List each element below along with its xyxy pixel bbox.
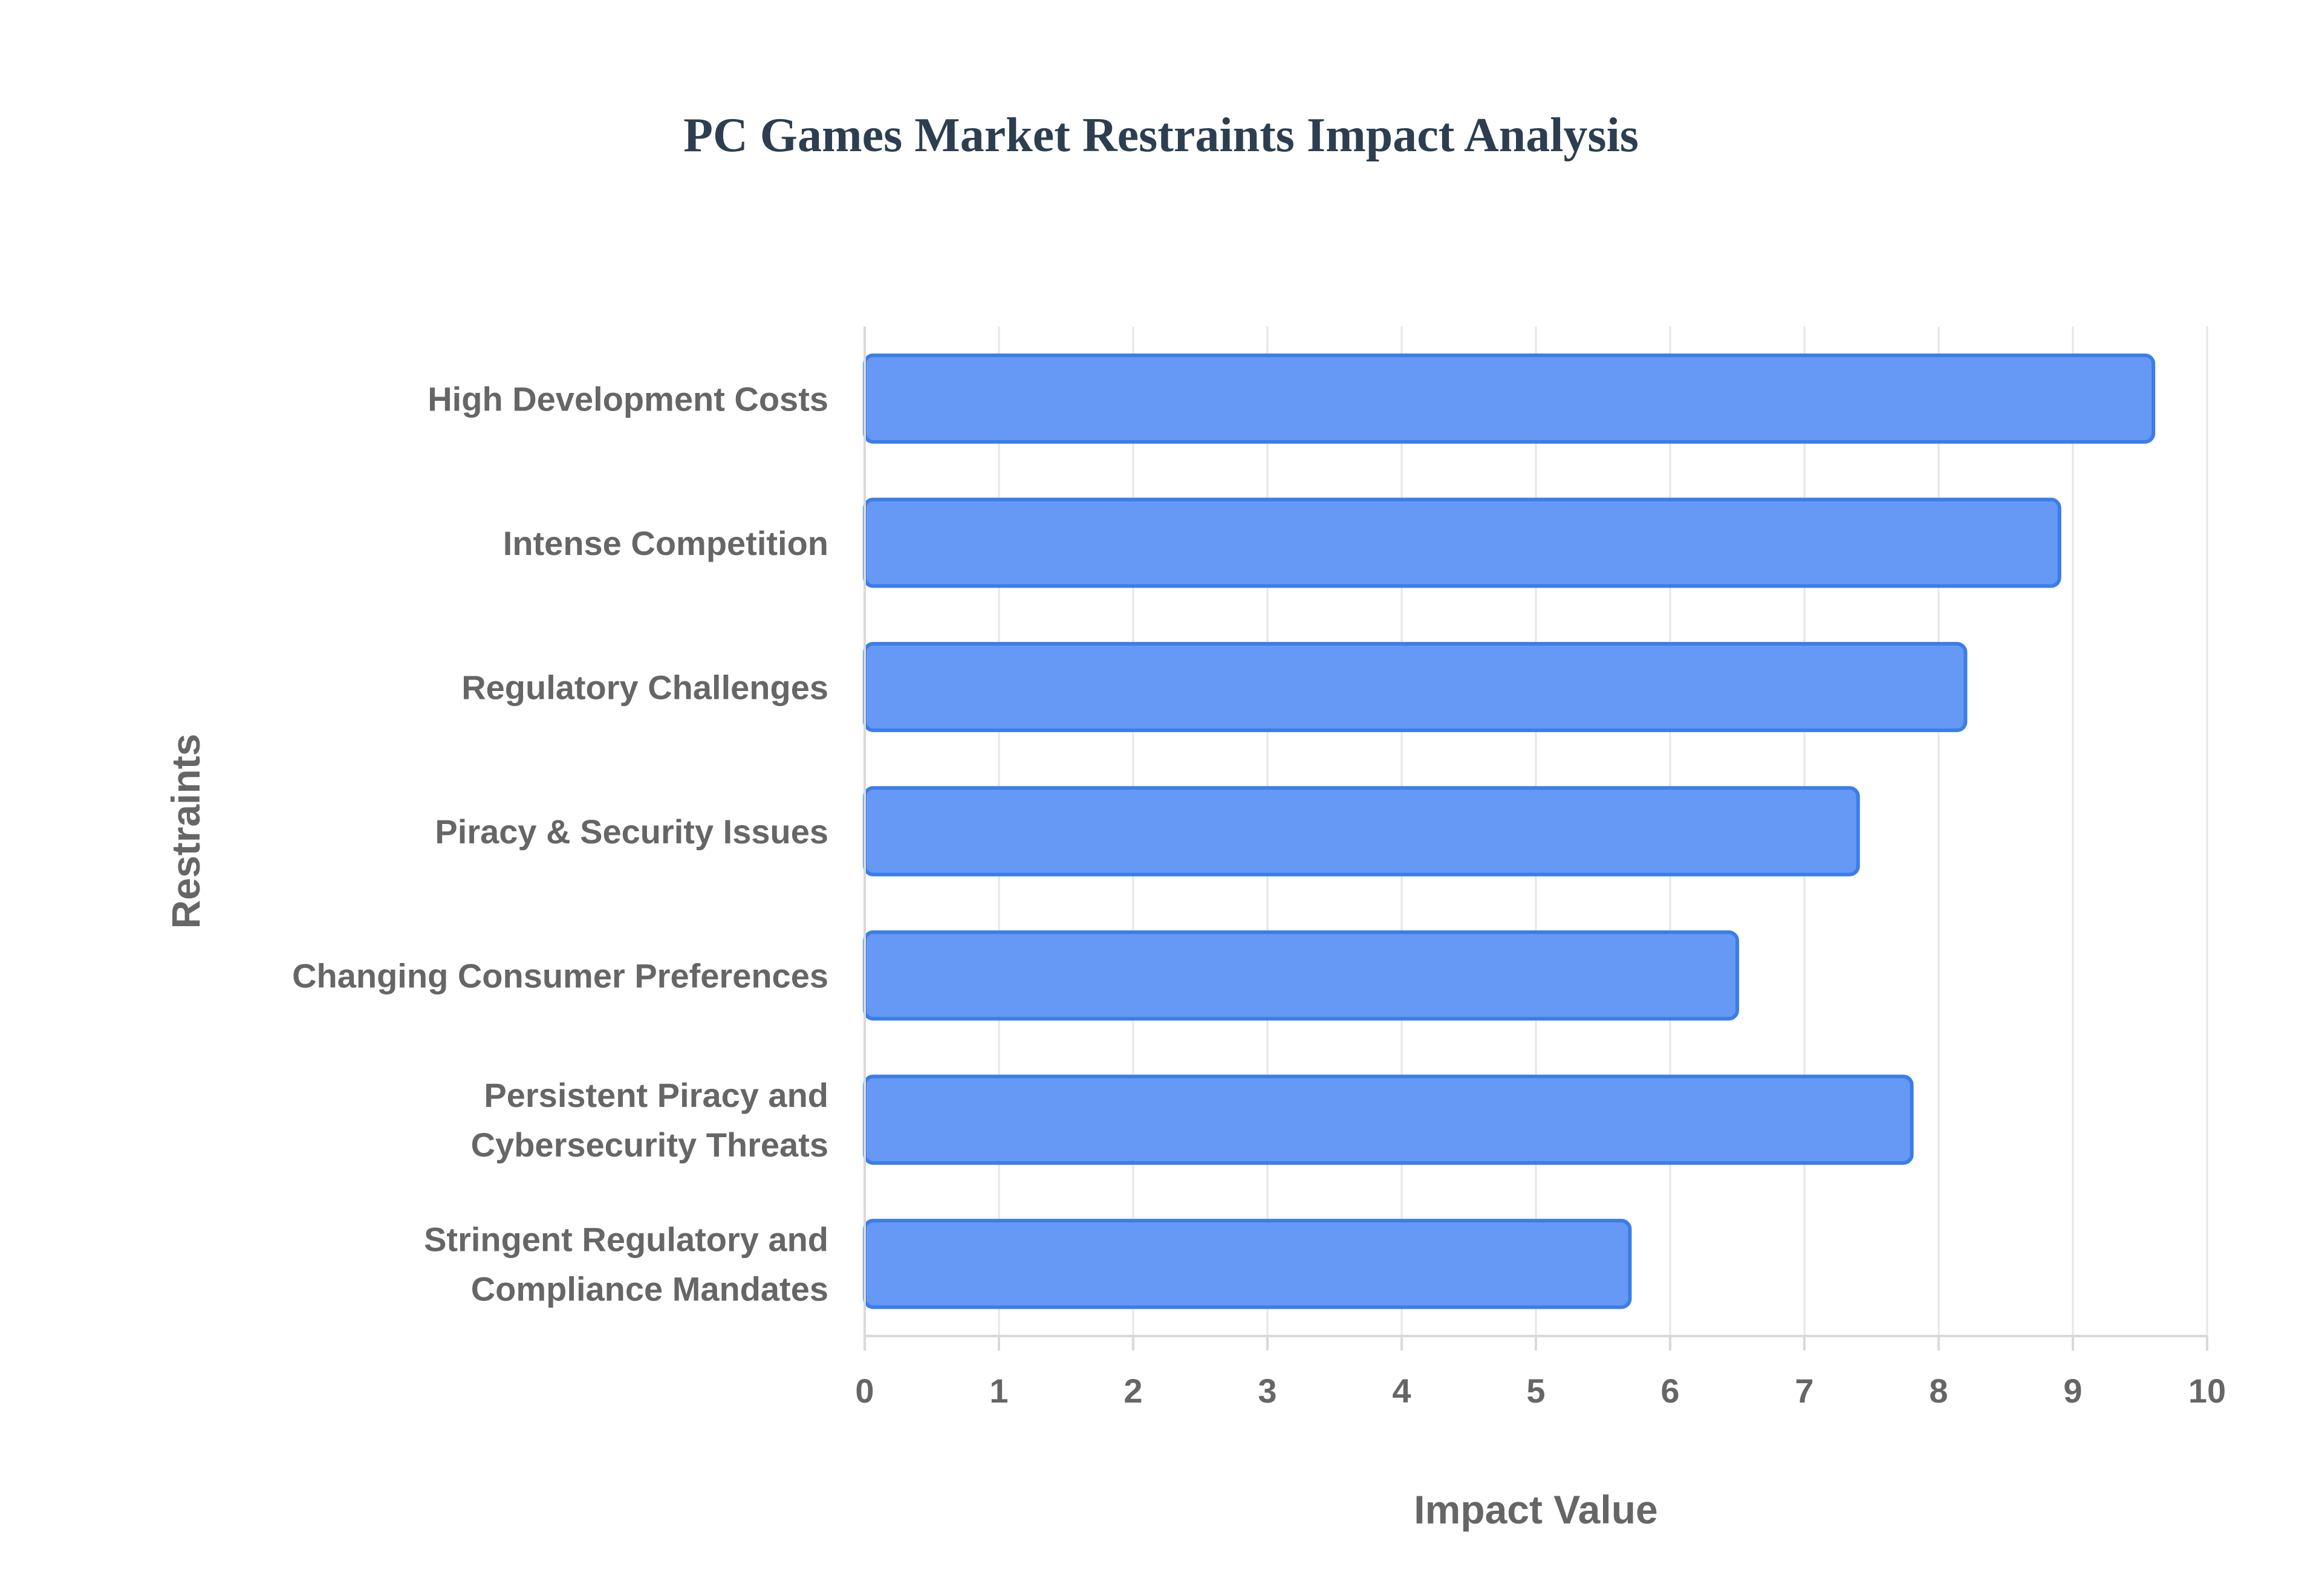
x-tick-label: 2 bbox=[1124, 1372, 1142, 1410]
category-label: Stringent Regulatory and bbox=[424, 1221, 828, 1259]
bar-6 bbox=[863, 1219, 1632, 1309]
x-tick-label: 1 bbox=[989, 1372, 1008, 1410]
chart-title: PC Games Market Restraints Impact Analys… bbox=[683, 109, 1639, 162]
x-tick-label: 7 bbox=[1795, 1372, 1813, 1410]
y-axis-categories: High Development Costs Intense Competitio… bbox=[292, 380, 828, 1308]
category-label: Regulatory Challenges bbox=[461, 668, 828, 706]
bar-0 bbox=[863, 353, 2156, 444]
category-label: Piracy & Security Issues bbox=[435, 813, 828, 851]
category-label: Intense Competition bbox=[503, 524, 828, 562]
bar-2 bbox=[863, 641, 1968, 733]
bar-3 bbox=[863, 786, 1860, 877]
x-tick-label: 5 bbox=[1526, 1372, 1545, 1410]
category-label: Compliance Mandates bbox=[471, 1270, 828, 1308]
category-label: High Development Costs bbox=[428, 380, 828, 418]
x-axis-ticks: 0 1 2 3 4 5 6 7 8 9 10 bbox=[855, 1336, 2226, 1410]
category-label: Changing Consumer Preferences bbox=[292, 957, 828, 995]
category-label: Persistent Piracy and bbox=[484, 1076, 828, 1114]
x-tick-label: 8 bbox=[1929, 1372, 1948, 1410]
x-tick-label: 6 bbox=[1660, 1372, 1679, 1410]
x-tick-label: 9 bbox=[2063, 1372, 2082, 1410]
bar-4 bbox=[863, 930, 1739, 1021]
x-tick-label: 4 bbox=[1392, 1372, 1411, 1410]
bar-5 bbox=[863, 1074, 1914, 1165]
y-axis-title: Restraints bbox=[163, 734, 208, 929]
x-tick-label: 3 bbox=[1258, 1372, 1276, 1410]
bars bbox=[863, 353, 2156, 1309]
bar-1 bbox=[863, 498, 2061, 588]
x-tick-label: 0 bbox=[855, 1372, 874, 1410]
category-label: Cybersecurity Threats bbox=[471, 1126, 828, 1164]
x-axis-title: Impact Value bbox=[1414, 1487, 1658, 1532]
x-tick-label: 10 bbox=[2188, 1372, 2226, 1410]
